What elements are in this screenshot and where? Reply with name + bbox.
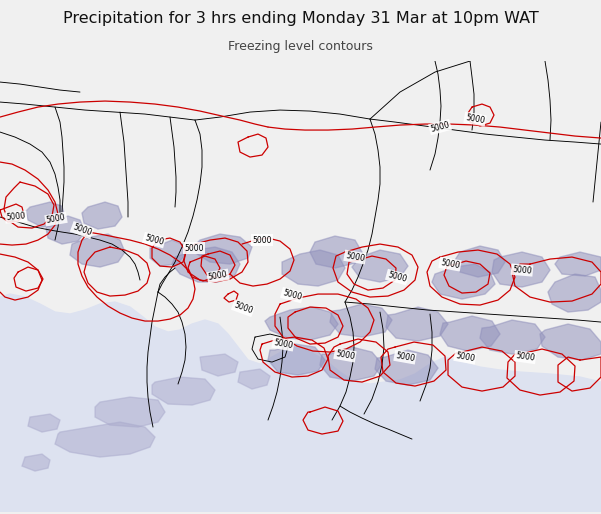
Polygon shape [70, 234, 125, 267]
Text: 5000: 5000 [454, 351, 475, 363]
Text: 5000: 5000 [430, 120, 451, 134]
Polygon shape [55, 422, 155, 457]
Polygon shape [492, 252, 550, 287]
Text: 5000: 5000 [335, 349, 355, 361]
Polygon shape [265, 307, 338, 340]
Text: 5000: 5000 [46, 213, 66, 225]
Polygon shape [150, 240, 185, 266]
Polygon shape [480, 320, 545, 354]
Polygon shape [238, 369, 270, 389]
Polygon shape [440, 316, 500, 351]
Text: 5000: 5000 [252, 235, 272, 245]
Polygon shape [172, 247, 240, 282]
Polygon shape [282, 250, 345, 286]
Text: Precipitation for 3 hrs ending Monday 31 Mar at 10pm WAT: Precipitation for 3 hrs ending Monday 31… [63, 11, 538, 26]
Polygon shape [82, 202, 122, 229]
Polygon shape [432, 264, 495, 299]
Polygon shape [352, 250, 408, 282]
Polygon shape [200, 354, 238, 376]
Polygon shape [196, 234, 252, 264]
Text: 5000: 5000 [207, 270, 228, 282]
Text: 5000: 5000 [439, 258, 460, 270]
Text: 5000: 5000 [144, 233, 165, 247]
Polygon shape [95, 397, 165, 427]
Polygon shape [28, 414, 60, 432]
Polygon shape [386, 307, 448, 341]
Polygon shape [152, 377, 215, 405]
Text: 5000: 5000 [514, 351, 535, 363]
Polygon shape [540, 324, 601, 360]
Text: 5000: 5000 [6, 212, 26, 223]
Polygon shape [22, 454, 50, 471]
Text: 5000: 5000 [512, 265, 532, 276]
Polygon shape [0, 294, 601, 512]
Polygon shape [310, 236, 362, 268]
Polygon shape [548, 274, 601, 312]
Polygon shape [46, 216, 85, 244]
Polygon shape [375, 350, 438, 385]
Polygon shape [320, 347, 382, 381]
Text: 5000: 5000 [185, 244, 204, 252]
Text: 5000: 5000 [273, 338, 293, 350]
Text: 5000: 5000 [344, 251, 365, 263]
Text: 5000: 5000 [465, 113, 486, 125]
Polygon shape [330, 304, 392, 337]
Text: 5000: 5000 [281, 288, 302, 302]
Text: 5000: 5000 [233, 301, 254, 316]
Polygon shape [555, 252, 601, 276]
Text: 5000: 5000 [72, 223, 93, 237]
Text: 5000: 5000 [395, 351, 415, 363]
Polygon shape [455, 246, 505, 277]
Text: 5000: 5000 [386, 270, 407, 284]
Text: Freezing level contours: Freezing level contours [228, 40, 373, 52]
Polygon shape [26, 202, 65, 227]
Polygon shape [268, 344, 325, 375]
